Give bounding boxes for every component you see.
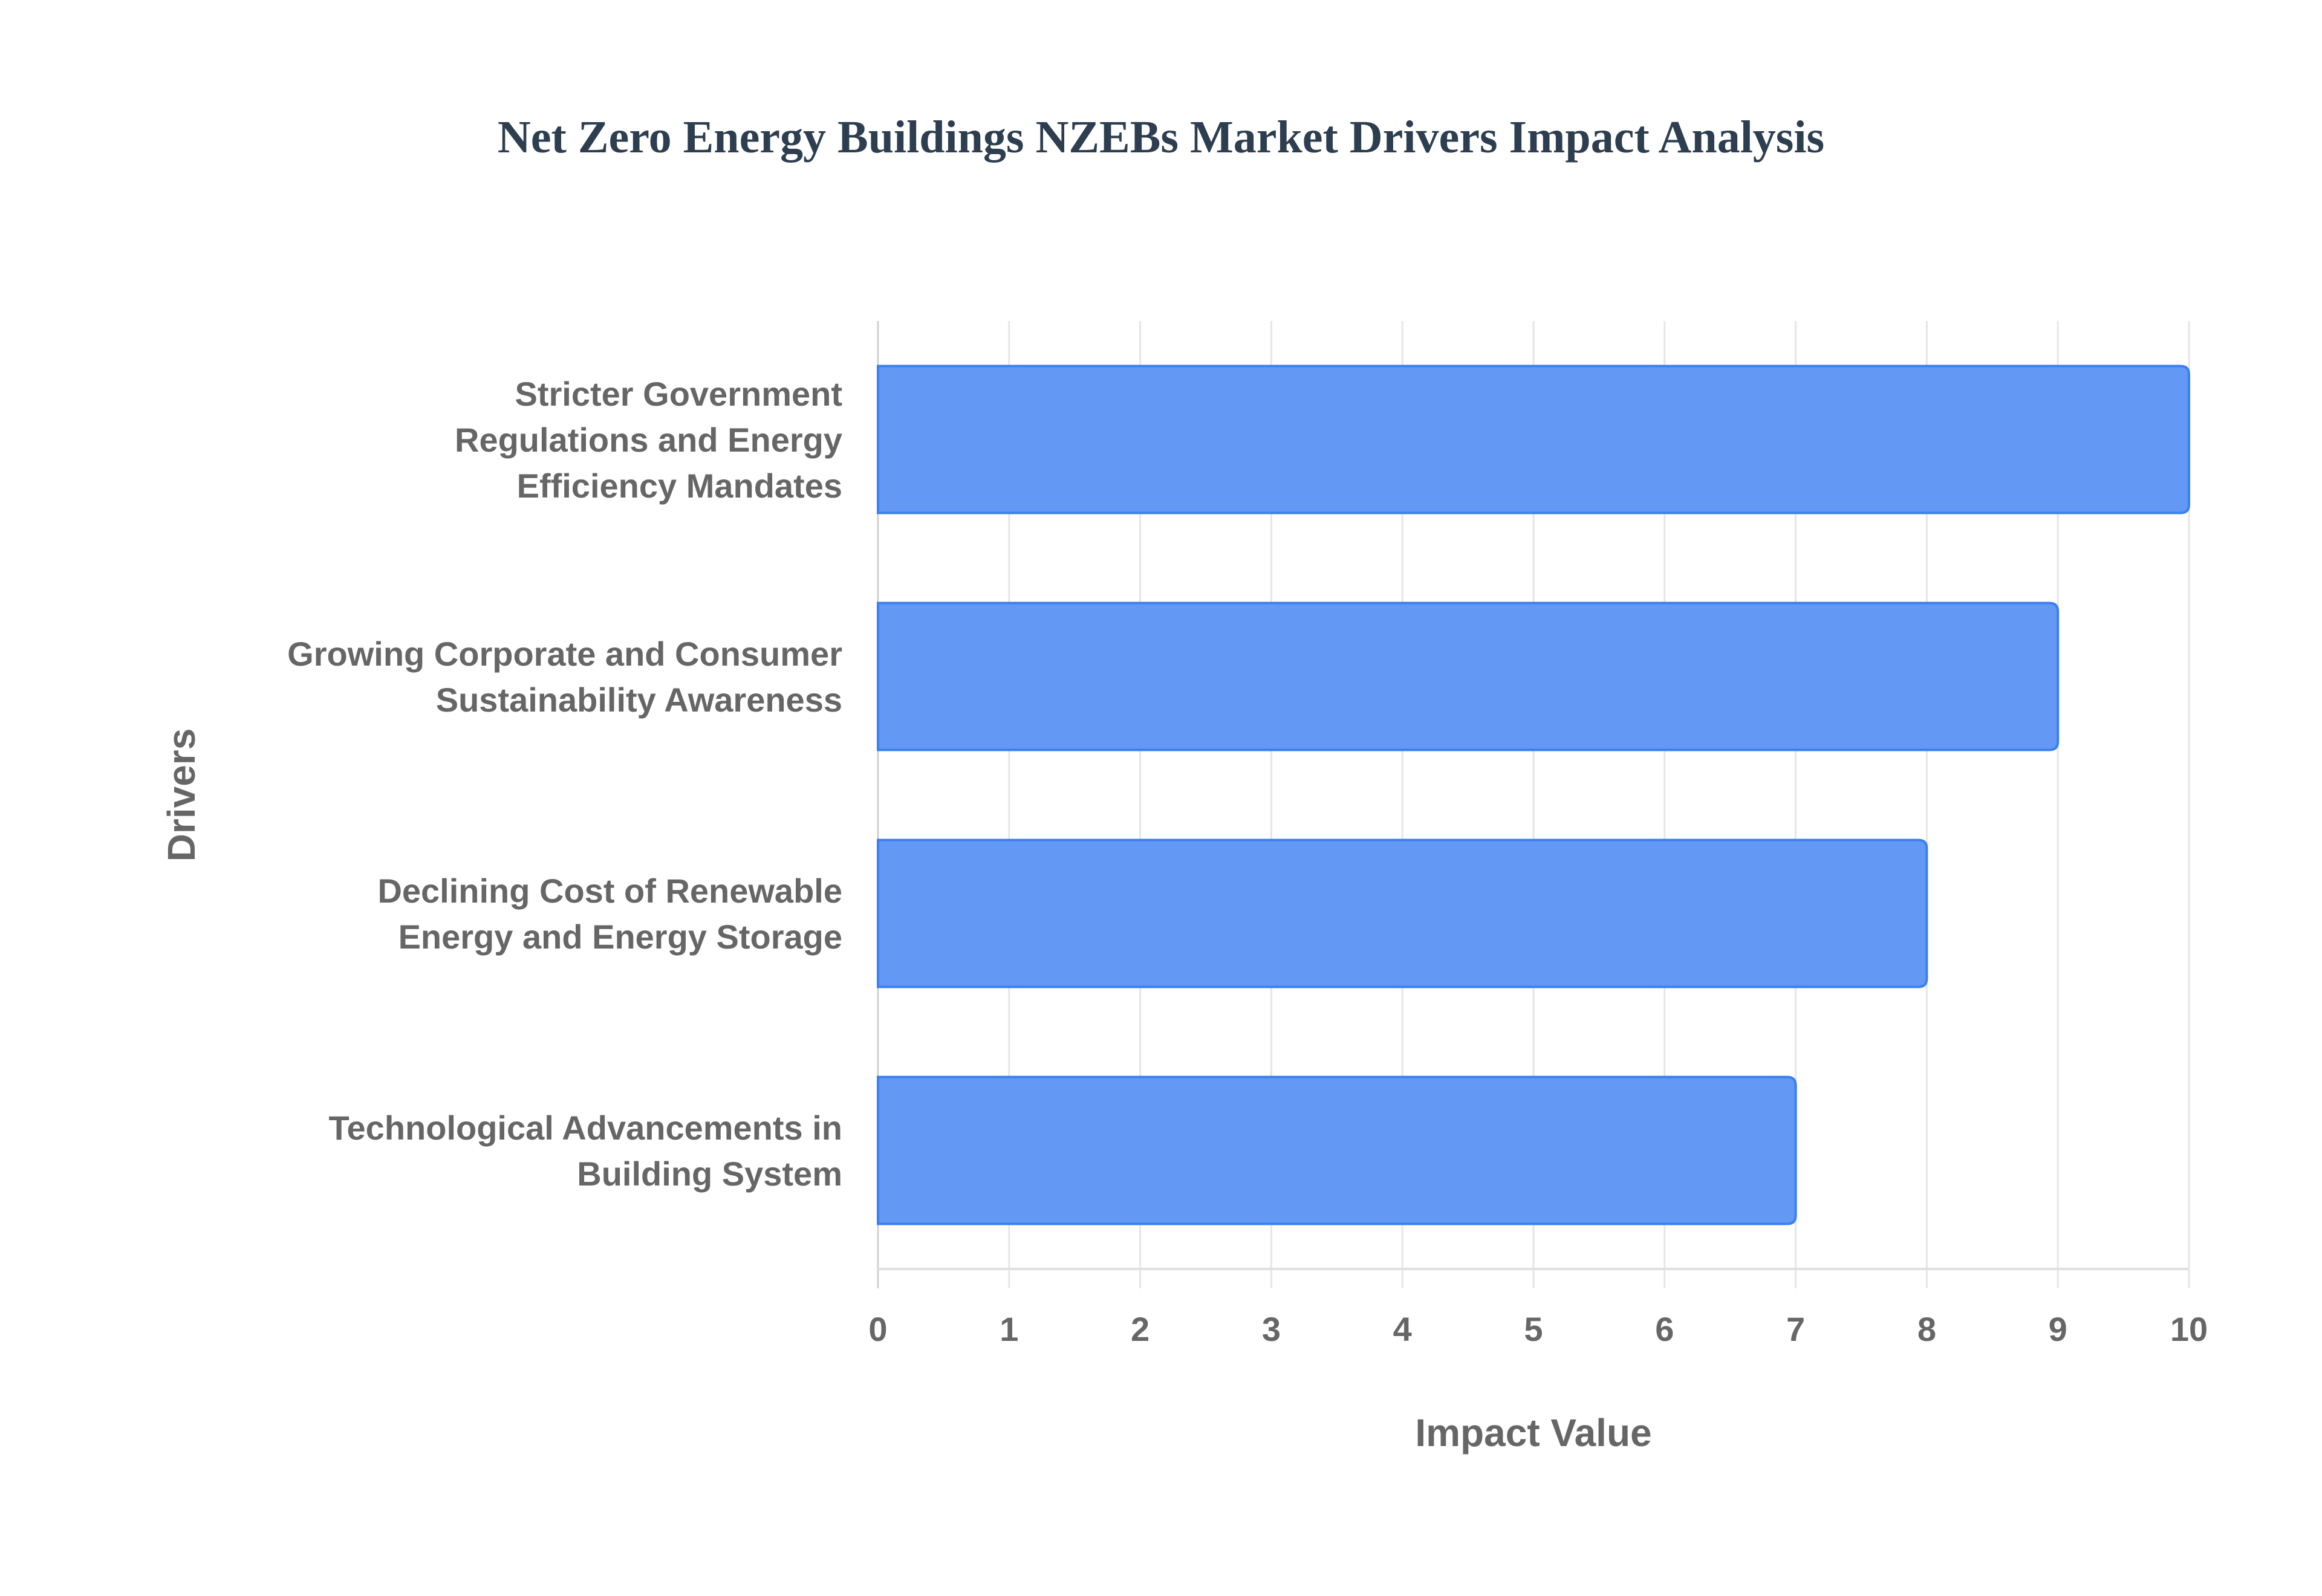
y-tick-label-line: Declining Cost of Renewable [377, 872, 842, 910]
y-tick-label-line: Technological Advancements in [328, 1109, 842, 1147]
y-tick-label-line: Regulations and Energy [455, 421, 842, 459]
x-tick-label: 3 [1262, 1310, 1281, 1348]
y-tick-label: Stricter Government Regulations and Energ… [455, 375, 842, 505]
bar[interactable] [877, 365, 2190, 514]
x-tick-label: 2 [1131, 1310, 1150, 1348]
y-tick-label-line: Building System [577, 1155, 842, 1193]
bars [877, 365, 2190, 1225]
x-tick-labels: 0 1 2 3 4 5 6 7 8 9 10 [868, 1310, 2208, 1348]
y-tick-labels: Stricter Government Regulations and Energ… [287, 375, 842, 1193]
y-tick-label-line: Sustainability Awareness [436, 681, 842, 719]
x-tick-label: 9 [2049, 1310, 2067, 1348]
chart-title: Net Zero Energy Buildings NZEBs Market D… [498, 112, 1824, 163]
y-tick-label-line: Growing Corporate and Consumer [287, 635, 842, 673]
x-tick-label: 6 [1655, 1310, 1674, 1348]
x-tick-label: 10 [2170, 1310, 2208, 1348]
bar[interactable] [877, 602, 2060, 751]
x-tick-label: 8 [1917, 1310, 1936, 1348]
x-tick-label: 5 [1524, 1310, 1543, 1348]
y-tick-label: Technological Advancements in Building Sy… [328, 1109, 842, 1193]
y-tick-label: Declining Cost of Renewable Energy and En… [377, 872, 842, 956]
x-tick-label: 0 [868, 1310, 887, 1348]
x-tick-label: 4 [1393, 1310, 1412, 1348]
bar[interactable] [877, 839, 1928, 988]
x-tick-label: 7 [1786, 1310, 1805, 1348]
y-tick-label-line: Stricter Government [515, 375, 843, 413]
y-axis-title: Drivers [160, 728, 203, 862]
y-tick-label-line: Efficiency Mandates [517, 467, 842, 505]
x-axis-title: Impact Value [1415, 1411, 1651, 1455]
x-tick-label: 1 [1000, 1310, 1018, 1348]
bar[interactable] [877, 1075, 1797, 1225]
y-tick-label: Growing Corporate and Consumer Sustainabi… [287, 635, 842, 719]
y-tick-label-line: Energy and Energy Storage [398, 918, 842, 956]
